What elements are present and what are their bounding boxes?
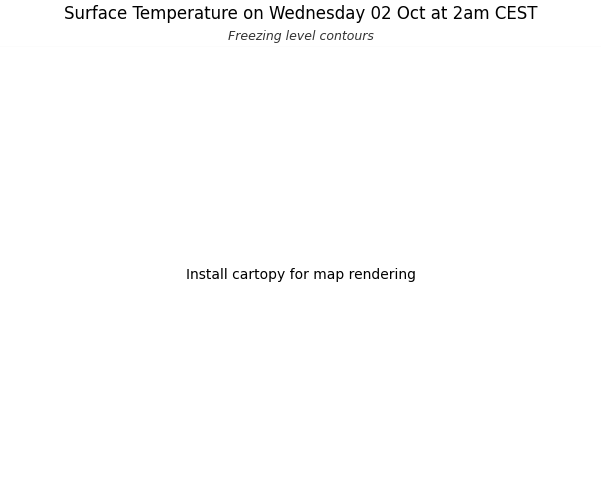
Text: Surface Temperature on Wednesday 02 Oct at 2am CEST: Surface Temperature on Wednesday 02 Oct … (64, 5, 537, 23)
Text: Install cartopy for map rendering: Install cartopy for map rendering (186, 269, 415, 282)
Text: Freezing level contours: Freezing level contours (228, 30, 373, 43)
